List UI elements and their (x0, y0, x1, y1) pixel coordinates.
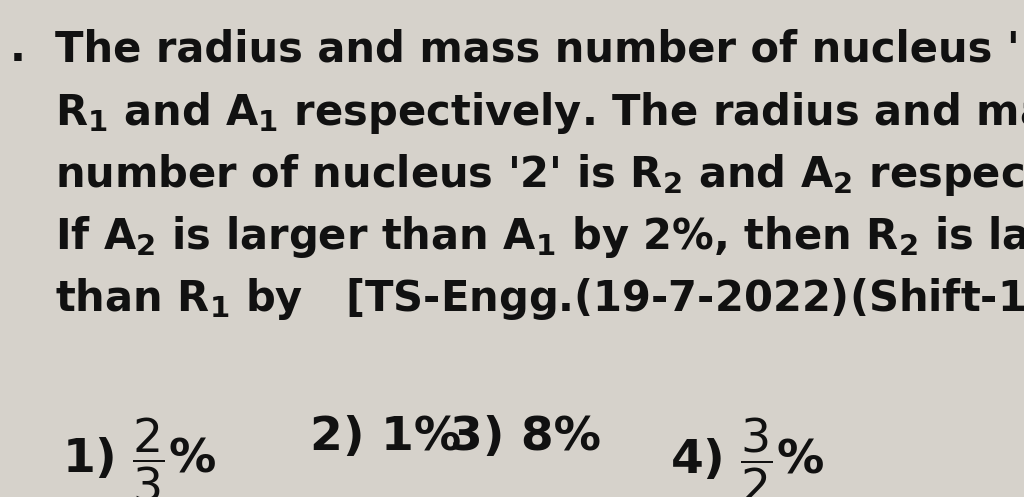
Text: 3) 8%: 3) 8% (450, 415, 601, 460)
Text: 1) $\dfrac{2}{3}$%: 1) $\dfrac{2}{3}$% (62, 415, 217, 497)
Text: $\mathbf{R_1}$ and $\mathbf{A_1}$ respectively. The radius and mass: $\mathbf{R_1}$ and $\mathbf{A_1}$ respec… (55, 90, 1024, 136)
Text: number of nucleus '2' is $\mathbf{R_2}$ and $\mathbf{A_2}$ respectively.: number of nucleus '2' is $\mathbf{R_2}$ … (55, 152, 1024, 198)
Text: than $\mathbf{R_1}$ by   [TS-Engg.(19-7-2022)(Shift-1)]: than $\mathbf{R_1}$ by [TS-Engg.(19-7-20… (55, 276, 1024, 322)
Text: .: . (10, 28, 26, 70)
Text: The radius and mass number of nucleus '1' is: The radius and mass number of nucleus '1… (55, 28, 1024, 70)
Text: If $\mathbf{A_2}$ is larger than $\mathbf{A_1}$ by 2%, then $\mathbf{R_2}$ is la: If $\mathbf{A_2}$ is larger than $\mathb… (55, 214, 1024, 260)
Text: 4) $\dfrac{3}{2}$%: 4) $\dfrac{3}{2}$% (670, 415, 824, 497)
Text: 2) 1%: 2) 1% (310, 415, 461, 460)
